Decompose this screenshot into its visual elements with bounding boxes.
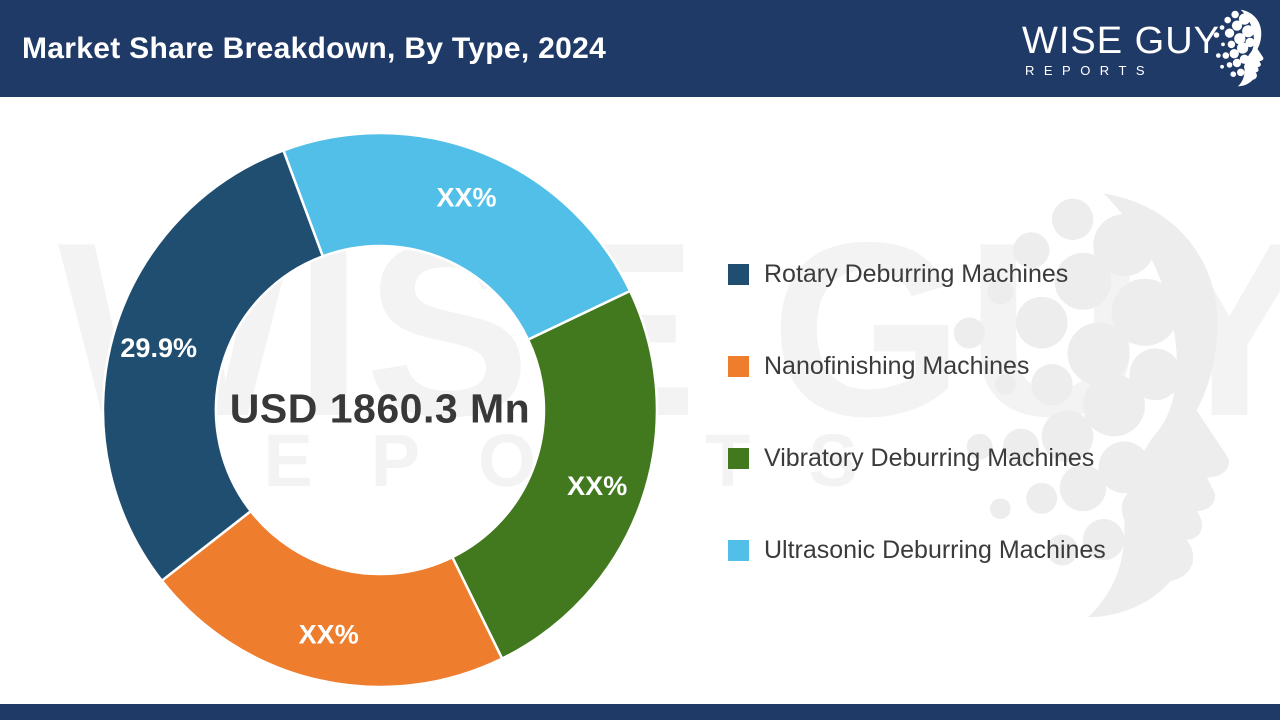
legend-swatch-ultrasonic	[728, 539, 749, 561]
legend-label: Nanofinishing Machines	[764, 351, 1030, 380]
wiseguy-logo-text: WISE GUY REPORTS	[1022, 22, 1220, 77]
donut-segment	[282, 131, 632, 341]
legend-label: Vibratory Deburring Machines	[764, 443, 1095, 472]
logo-wiseguy-text: WISE GUY	[1021, 19, 1220, 62]
slice-label: XX%	[299, 620, 359, 650]
legend-swatch-nanofinishing	[728, 355, 749, 377]
donut-segment	[160, 509, 504, 689]
slice-label: XX%	[567, 471, 627, 501]
legend-label: Ultrasonic Deburring Machines	[764, 535, 1106, 564]
wiseguy-face-icon	[1213, 9, 1264, 87]
legend-label: Rotary Deburring Machines	[764, 259, 1069, 288]
legend-item-ultrasonic: Ultrasonic Deburring Machines	[728, 536, 1106, 564]
slice-label: XX%	[436, 182, 496, 212]
logo-reports-text: REPORTS	[1024, 62, 1155, 78]
legend-item-rotary: Rotary Deburring Machines	[728, 260, 1106, 288]
slice-label: 29.9%	[120, 333, 197, 363]
header-bar: Market Share Breakdown, By Type, 2024	[0, 0, 1280, 97]
legend-swatch-rotary	[728, 263, 749, 285]
legend-swatch-vibratory	[728, 447, 749, 469]
legend-item-nanofinishing: Nanofinishing Machines	[728, 352, 1106, 380]
chart-center-total: USD 1860.3 Mn	[229, 385, 531, 432]
donut-segment	[451, 289, 659, 660]
chart-legend: Rotary Deburring Machines Nanofinishing …	[728, 260, 1106, 628]
wiseguy-logo: WISE GUY REPORTS	[1022, 6, 1266, 92]
legend-item-vibratory: Vibratory Deburring Machines	[728, 444, 1106, 472]
donut-segment	[101, 149, 325, 582]
footer-bar	[0, 704, 1280, 720]
page-title: Market Share Breakdown, By Type, 2024	[22, 31, 607, 65]
